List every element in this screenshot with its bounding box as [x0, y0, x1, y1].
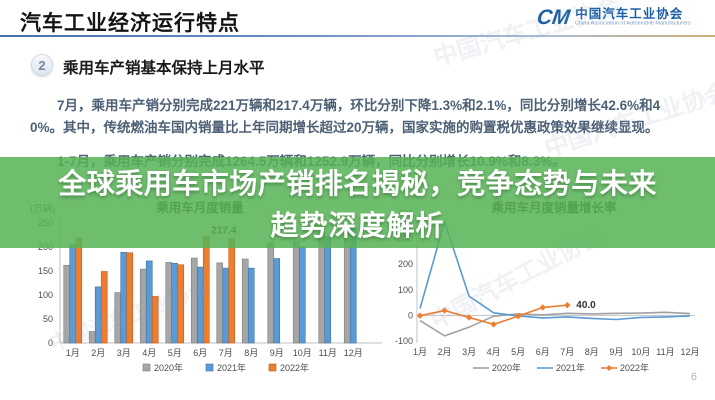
svg-text:12月: 12月 [344, 348, 363, 358]
svg-text:200: 200 [398, 259, 413, 269]
svg-text:10月: 10月 [293, 348, 312, 358]
svg-text:7月: 7月 [219, 348, 233, 358]
section-number-badge: 2 [31, 54, 53, 76]
svg-text:6月: 6月 [193, 348, 207, 358]
svg-text:100: 100 [398, 285, 413, 295]
svg-text:250: 250 [38, 218, 53, 228]
bar-chart-title: 乘用车月度销量 [156, 201, 244, 215]
page-title: 汽车工业经济运行特点 [20, 12, 240, 35]
svg-text:1月: 1月 [66, 348, 80, 358]
svg-text:2022年: 2022年 [620, 362, 649, 373]
svg-text:11月: 11月 [656, 347, 674, 357]
svg-text:300: 300 [398, 234, 413, 244]
svg-text:-100: -100 [395, 336, 413, 346]
header-divider [0, 35, 715, 37]
body-paragraph-2: 1-7月，乘用车产销分别完成1264.5万辆和1252.9万辆，同比分别增长10… [57, 154, 566, 169]
svg-text:2020年: 2020年 [154, 362, 183, 373]
growth-rate-line-chart: -100 0 100 200 300 400 1月 2月 3月 4月 5月 6月 7月 8月 9月 10月 11… [395, 195, 713, 395]
svg-text:217.4: 217.4 [211, 226, 236, 237]
caam-logo-subtitle: China Association of Automobile Manufact… [575, 21, 691, 27]
svg-text:2月: 2月 [91, 348, 105, 358]
svg-text:7月: 7月 [560, 347, 574, 357]
svg-text:0: 0 [408, 310, 413, 320]
svg-text:200: 200 [38, 242, 53, 252]
svg-text:6月: 6月 [536, 347, 550, 357]
bar-chart-unit-label: (万辆) [30, 204, 56, 215]
svg-text:100: 100 [38, 290, 53, 300]
svg-text:3月: 3月 [117, 348, 131, 358]
svg-text:11月: 11月 [319, 348, 337, 358]
svg-text:4月: 4月 [142, 348, 156, 358]
bar-chart-svg: 0 50 100 150 200 250 1月 2月 3月 4月 5月 6月 7月 8月 9月 10月 11月 1… [38, 217, 382, 373]
line-chart-title: 乘用车月度销量增长率 [491, 201, 617, 215]
svg-text:2020年: 2020年 [492, 362, 521, 373]
svg-text:8月: 8月 [244, 348, 258, 358]
bar-chart-legend: 2020年 2021年 2022年 [142, 362, 309, 373]
svg-text:2021年: 2021年 [556, 362, 585, 373]
svg-text:12月: 12月 [680, 347, 699, 357]
section-heading: 乘用车产销基本保持上月水平 [63, 60, 265, 77]
svg-text:3月: 3月 [462, 347, 476, 357]
svg-text:4月: 4月 [487, 347, 501, 357]
page-number: 6 [690, 371, 697, 383]
svg-text:150: 150 [38, 266, 53, 276]
svg-text:2月: 2月 [438, 347, 452, 357]
svg-text:5月: 5月 [511, 347, 525, 357]
monthly-sales-bar-chart: 0 50 100 150 200 250 1月 2月 3月 4月 5月 6月 7月 8月 9月 10月 11月 1… [0, 195, 395, 395]
svg-text:0: 0 [48, 338, 53, 348]
caam-logo: CM 中国汽车工业协会 China Association of Automob… [535, 6, 701, 29]
svg-text:9月: 9月 [609, 347, 623, 357]
caam-logo-mark-icon: CM [535, 6, 571, 29]
line-chart-legend: 2020年 2021年 2022年 [473, 362, 649, 373]
svg-text:10月: 10月 [631, 347, 650, 357]
svg-text:5月: 5月 [168, 348, 182, 358]
line-series [416, 221, 691, 337]
svg-text:1月: 1月 [413, 347, 427, 357]
svg-text:8月: 8月 [585, 347, 599, 357]
svg-text:40.0: 40.0 [576, 300, 596, 311]
svg-text:9月: 9月 [270, 348, 284, 358]
svg-text:2021年: 2021年 [217, 362, 246, 373]
svg-text:2022年: 2022年 [280, 362, 309, 373]
svg-text:50: 50 [43, 314, 53, 324]
caam-logo-name: 中国汽车工业协会 [575, 7, 684, 21]
body-paragraph-1: 7月，乘用车产销分别完成221万辆和217.4万辆，环比分别下降1.3%和2.1… [30, 98, 661, 135]
bar-series [63, 227, 357, 344]
